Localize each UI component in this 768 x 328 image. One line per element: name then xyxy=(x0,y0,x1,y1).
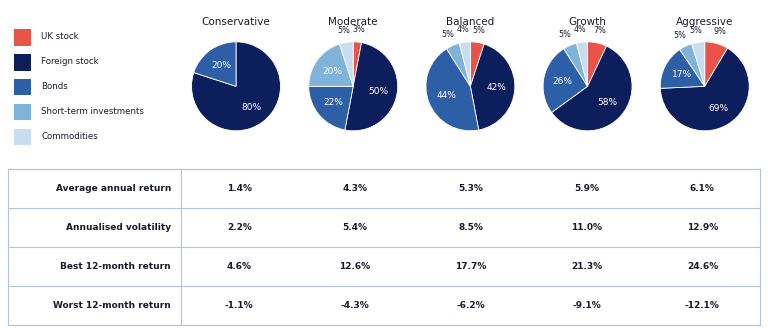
Wedge shape xyxy=(564,43,588,86)
Text: 5%: 5% xyxy=(442,30,454,39)
Text: 11.0%: 11.0% xyxy=(571,223,602,232)
Text: Foreign stock: Foreign stock xyxy=(41,57,98,66)
Wedge shape xyxy=(660,48,750,131)
Text: 50%: 50% xyxy=(369,87,389,96)
Text: 17%: 17% xyxy=(671,70,692,79)
Text: Conservative: Conservative xyxy=(202,17,270,28)
Wedge shape xyxy=(309,44,353,86)
Text: 9%: 9% xyxy=(713,27,727,36)
Text: 24.6%: 24.6% xyxy=(687,262,718,271)
Text: 5%: 5% xyxy=(558,30,571,39)
Text: 12.6%: 12.6% xyxy=(339,262,371,271)
Wedge shape xyxy=(470,44,515,130)
Wedge shape xyxy=(692,42,705,86)
Text: 12.9%: 12.9% xyxy=(687,223,718,232)
Text: 1.4%: 1.4% xyxy=(227,184,252,193)
Text: Moderate: Moderate xyxy=(329,17,378,28)
Wedge shape xyxy=(353,42,362,86)
Text: 21.3%: 21.3% xyxy=(571,262,602,271)
Wedge shape xyxy=(309,86,353,130)
Wedge shape xyxy=(470,42,484,86)
Text: 4.3%: 4.3% xyxy=(343,184,368,193)
Text: Short-term investments: Short-term investments xyxy=(41,107,144,116)
Text: -1.1%: -1.1% xyxy=(225,301,253,310)
Wedge shape xyxy=(705,42,727,86)
Bar xyxy=(15,29,31,46)
Text: 6.1%: 6.1% xyxy=(690,184,715,193)
Text: 42%: 42% xyxy=(486,83,506,92)
Text: -12.1%: -12.1% xyxy=(685,301,720,310)
Text: 2.2%: 2.2% xyxy=(227,223,252,232)
Text: 5%: 5% xyxy=(674,31,687,40)
Text: 69%: 69% xyxy=(708,104,728,113)
Text: Worst 12-month return: Worst 12-month return xyxy=(53,301,171,310)
Text: Balanced: Balanced xyxy=(446,17,495,28)
Text: 5.9%: 5.9% xyxy=(574,184,599,193)
Text: Best 12-month return: Best 12-month return xyxy=(61,262,171,271)
Text: 5%: 5% xyxy=(690,26,703,34)
Text: 20%: 20% xyxy=(211,61,231,70)
Bar xyxy=(15,104,31,120)
Bar xyxy=(15,129,31,145)
Wedge shape xyxy=(588,42,607,86)
Text: 20%: 20% xyxy=(323,67,343,76)
Text: Average annual return: Average annual return xyxy=(55,184,171,193)
Wedge shape xyxy=(426,49,478,131)
Text: 3%: 3% xyxy=(353,25,365,34)
Text: -6.2%: -6.2% xyxy=(456,301,485,310)
Bar xyxy=(15,79,31,95)
Text: 44%: 44% xyxy=(436,91,456,100)
Wedge shape xyxy=(577,42,588,86)
Text: 4%: 4% xyxy=(574,25,587,34)
Wedge shape xyxy=(194,42,236,86)
Text: Aggressive: Aggressive xyxy=(676,17,733,28)
Wedge shape xyxy=(680,44,705,86)
Wedge shape xyxy=(459,42,470,86)
Text: 5.3%: 5.3% xyxy=(458,184,483,193)
Text: 5%: 5% xyxy=(473,26,485,35)
Wedge shape xyxy=(446,43,470,86)
Wedge shape xyxy=(345,43,398,131)
Text: Annualised volatility: Annualised volatility xyxy=(66,223,171,232)
Text: -9.1%: -9.1% xyxy=(572,301,601,310)
Text: UK stock: UK stock xyxy=(41,32,78,41)
Text: 7%: 7% xyxy=(594,26,607,35)
Text: 26%: 26% xyxy=(552,77,572,86)
Text: 4%: 4% xyxy=(457,25,469,34)
Text: 22%: 22% xyxy=(323,98,343,107)
Text: 58%: 58% xyxy=(598,98,617,107)
Wedge shape xyxy=(551,46,632,131)
Text: 4.6%: 4.6% xyxy=(227,262,252,271)
Wedge shape xyxy=(339,42,353,86)
Text: -4.3%: -4.3% xyxy=(341,301,369,310)
Text: 5.4%: 5.4% xyxy=(343,223,368,232)
Text: 17.7%: 17.7% xyxy=(455,262,487,271)
Wedge shape xyxy=(660,50,705,88)
Wedge shape xyxy=(543,49,588,113)
Text: 8.5%: 8.5% xyxy=(458,223,483,232)
Text: 5%: 5% xyxy=(338,26,351,35)
Text: Commodities: Commodities xyxy=(41,132,98,141)
Text: Growth: Growth xyxy=(568,17,607,28)
Bar xyxy=(15,54,31,71)
Wedge shape xyxy=(191,42,280,131)
Text: Bonds: Bonds xyxy=(41,82,68,91)
Text: 80%: 80% xyxy=(241,103,261,112)
